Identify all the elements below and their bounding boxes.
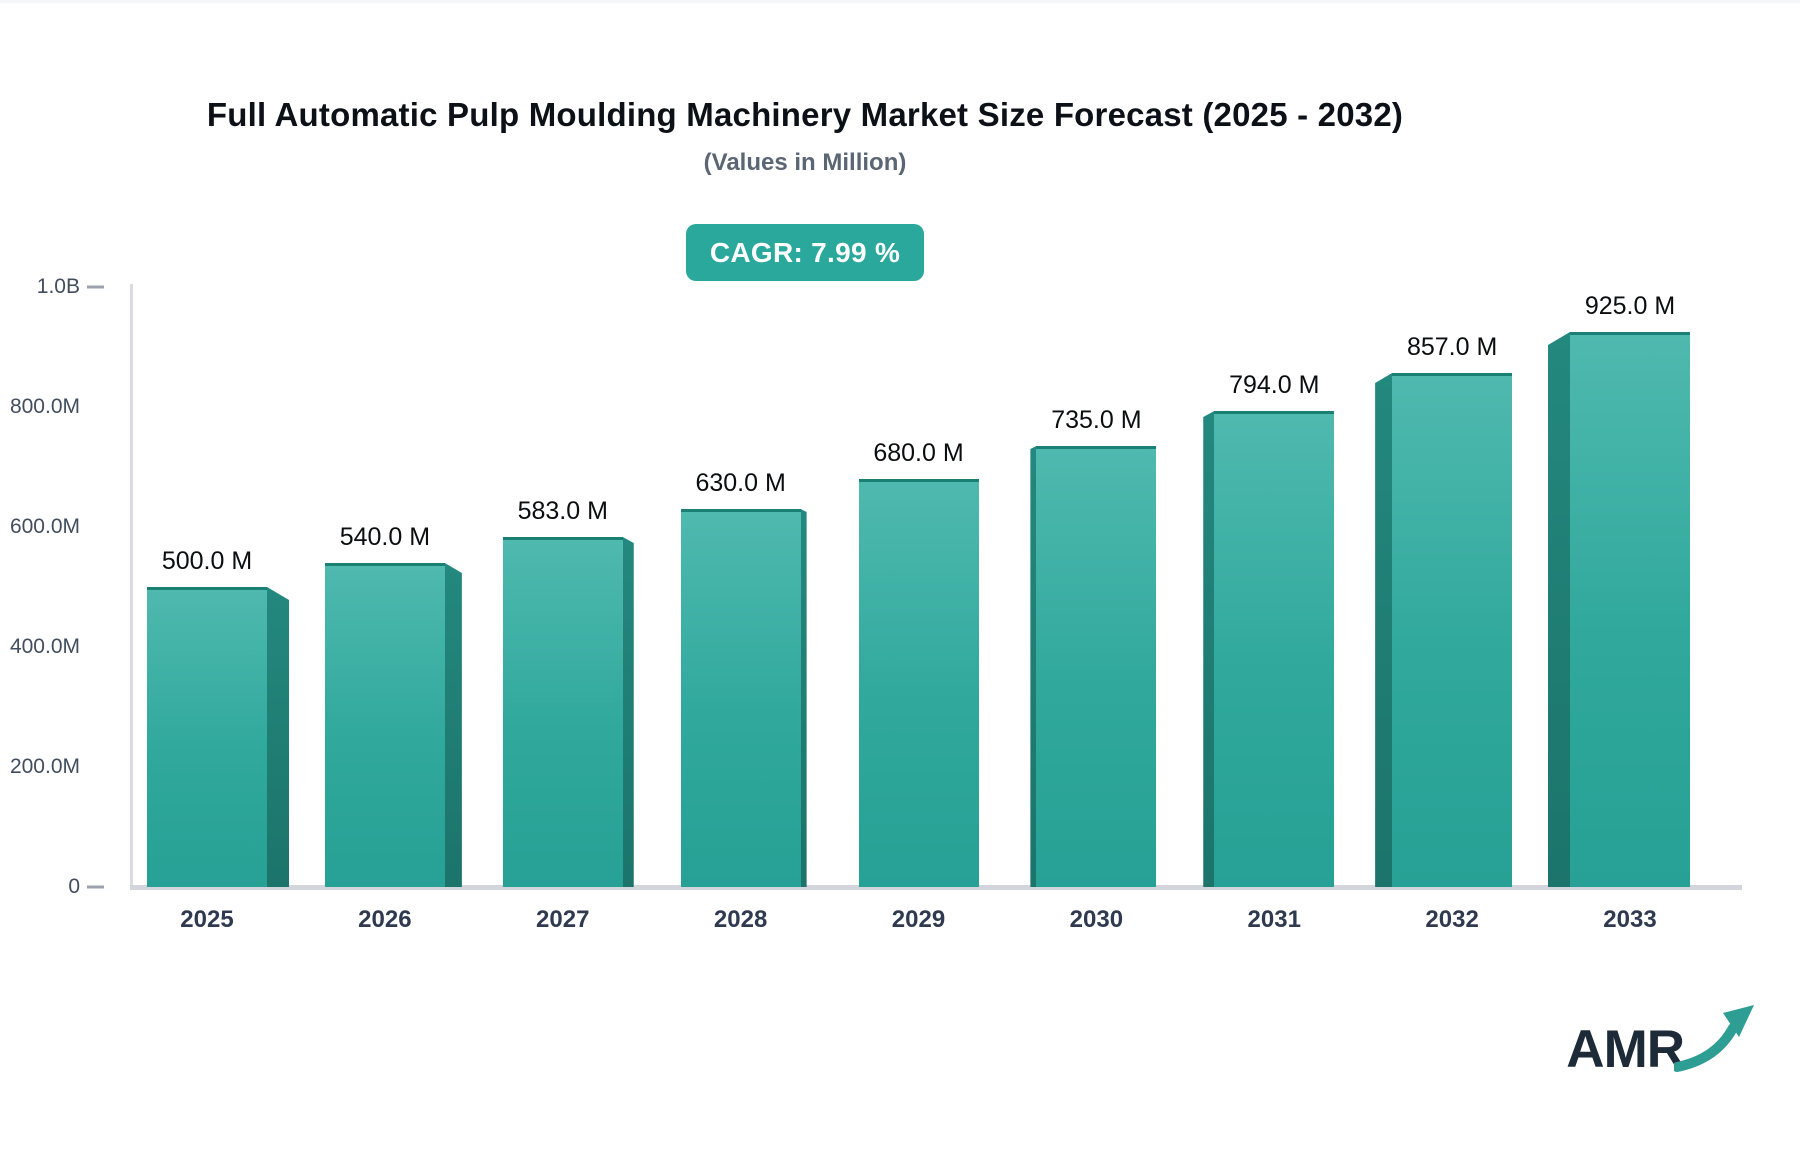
x-tick-label: 2026 (358, 906, 412, 933)
y-tick-label: 0 (68, 875, 80, 898)
x-tick-label: 2033 (1603, 906, 1657, 933)
bar-value-label: 630.0 M (695, 469, 786, 497)
x-tick-label: 2032 (1425, 906, 1479, 933)
bar-side-face (1375, 373, 1393, 887)
bar-value-label: 794.0 M (1229, 371, 1320, 399)
x-tick-label: 2030 (1069, 906, 1124, 933)
x-tick-label: 2029 (891, 906, 946, 933)
bar-side-face (800, 509, 807, 887)
x-axis-line (130, 885, 1742, 890)
bar-value-label: 925.0 M (1584, 292, 1676, 320)
bar-side-face (1203, 411, 1215, 887)
x-tick-label: 2028 (713, 906, 768, 933)
bar-side-face (1030, 446, 1037, 887)
bar-side-face (267, 587, 289, 887)
page-top-strip (0, 0, 1800, 3)
amr-logo-text: AMR (1566, 1020, 1685, 1079)
bar-2026 (324, 563, 445, 887)
y-tick-mark (87, 285, 104, 289)
bar-side-face (1548, 332, 1570, 887)
bar-2028 (680, 509, 801, 887)
y-tick-label: 400.0M (9, 635, 80, 658)
x-tick-label: 2025 (180, 906, 234, 933)
bar-value-label: 540.0 M (339, 523, 431, 551)
chart-subtitle: (Values in Million) (703, 149, 907, 176)
growth-arrow-icon (1674, 1005, 1754, 1072)
y-tick-label: 1.0B (36, 275, 80, 298)
bar-2031 (1214, 411, 1335, 887)
bar-value-label: 500.0 M (161, 547, 253, 575)
y-tick-label: 800.0M (9, 395, 80, 418)
y-tick-mark (87, 885, 104, 889)
bar-value-label: 680.0 M (873, 439, 964, 467)
bar-value-label: 583.0 M (517, 497, 608, 525)
bar-2029 (858, 479, 979, 887)
chart-title: Full Automatic Pulp Moulding Machinery M… (206, 96, 1404, 133)
cagr-badge: CAGR: 7.99 % (686, 224, 924, 281)
y-axis-line (130, 284, 133, 888)
bar-2025 (147, 587, 267, 887)
bar-value-label: 735.0 M (1051, 406, 1142, 434)
bar-2030 (1036, 446, 1157, 887)
bar-2027 (502, 537, 623, 887)
bar-2033 (1570, 332, 1690, 887)
amr-logo: AMR (1566, 1004, 1754, 1076)
bar-2032 (1392, 373, 1513, 887)
bar-side-face (444, 563, 462, 887)
x-tick-label: 2027 (536, 906, 590, 933)
bar-value-label: 857.0 M (1406, 333, 1498, 361)
x-tick-label: 2031 (1247, 906, 1301, 933)
bar-side-face (622, 537, 634, 887)
y-tick-label: 200.0M (9, 755, 80, 778)
y-tick-label: 600.0M (9, 515, 80, 538)
